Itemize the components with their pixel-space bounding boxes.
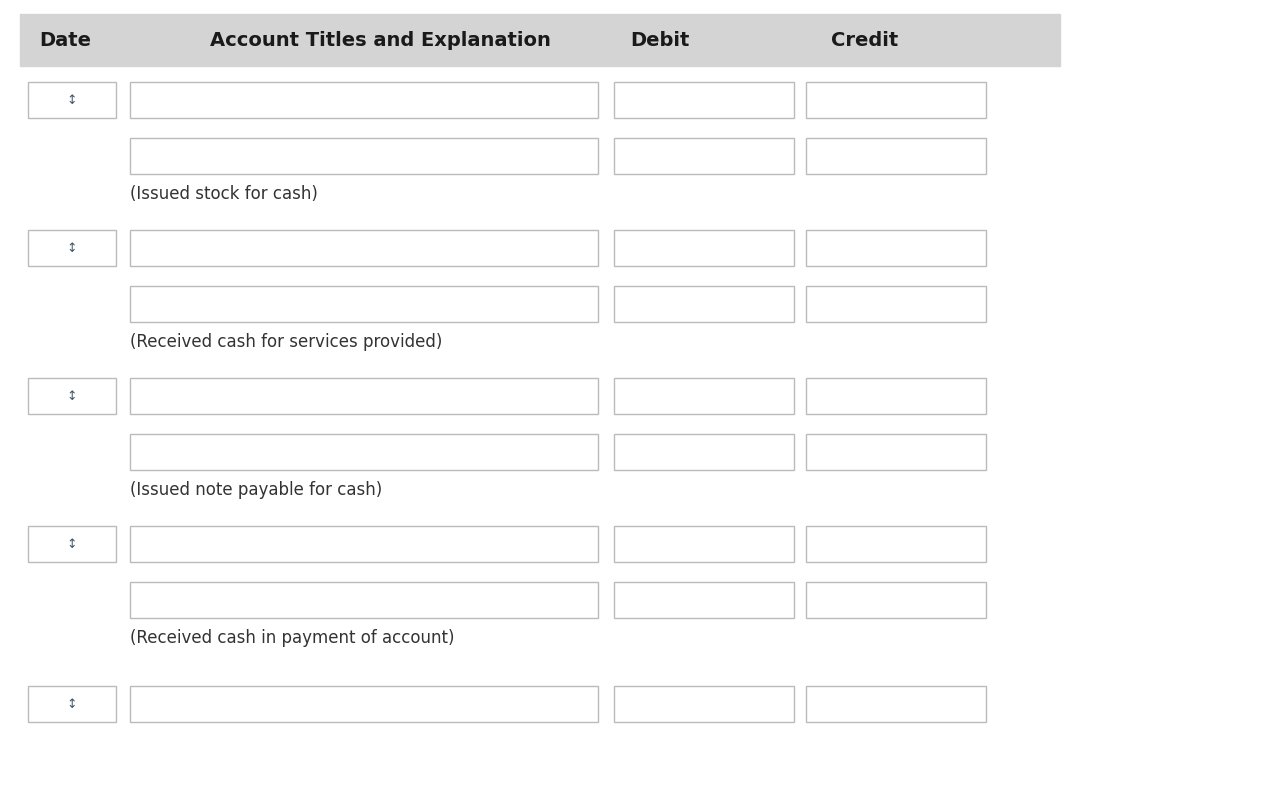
Bar (806, 138, 986, 174)
Bar (131, 138, 598, 174)
Bar (806, 686, 986, 722)
Bar (614, 82, 794, 118)
Bar (131, 230, 598, 266)
Bar (28, 378, 116, 414)
Bar (131, 434, 598, 470)
Bar (28, 230, 116, 266)
Bar (28, 686, 116, 722)
Bar (131, 82, 598, 118)
Bar (614, 138, 794, 174)
Bar (806, 230, 986, 266)
Bar (614, 582, 794, 618)
Bar (131, 378, 598, 414)
Bar (131, 286, 598, 322)
Bar (131, 686, 598, 722)
Bar (806, 378, 986, 414)
Bar (28, 526, 116, 562)
Bar (614, 230, 794, 266)
Text: ↕: ↕ (67, 698, 77, 710)
Bar (806, 82, 986, 118)
Bar (806, 582, 986, 618)
Bar (20, 14, 1060, 66)
Text: Date: Date (38, 31, 91, 49)
Bar (614, 286, 794, 322)
Text: (Received cash in payment of account): (Received cash in payment of account) (131, 629, 454, 647)
Text: ↕: ↕ (67, 242, 77, 254)
Bar (806, 286, 986, 322)
Text: (Received cash for services provided): (Received cash for services provided) (131, 333, 443, 351)
Bar (614, 378, 794, 414)
Text: Account Titles and Explanation: Account Titles and Explanation (210, 31, 550, 49)
Text: (Issued stock for cash): (Issued stock for cash) (131, 185, 317, 203)
Text: (Issued note payable for cash): (Issued note payable for cash) (131, 481, 383, 499)
Bar (806, 526, 986, 562)
Text: ↕: ↕ (67, 93, 77, 107)
Text: ↕: ↕ (67, 389, 77, 403)
Bar (806, 434, 986, 470)
Text: Credit: Credit (832, 31, 899, 49)
Bar (614, 434, 794, 470)
Text: ↕: ↕ (67, 538, 77, 550)
Bar (131, 582, 598, 618)
Text: Debit: Debit (630, 31, 690, 49)
Bar (131, 526, 598, 562)
Bar (614, 526, 794, 562)
Bar (614, 686, 794, 722)
Bar (28, 82, 116, 118)
